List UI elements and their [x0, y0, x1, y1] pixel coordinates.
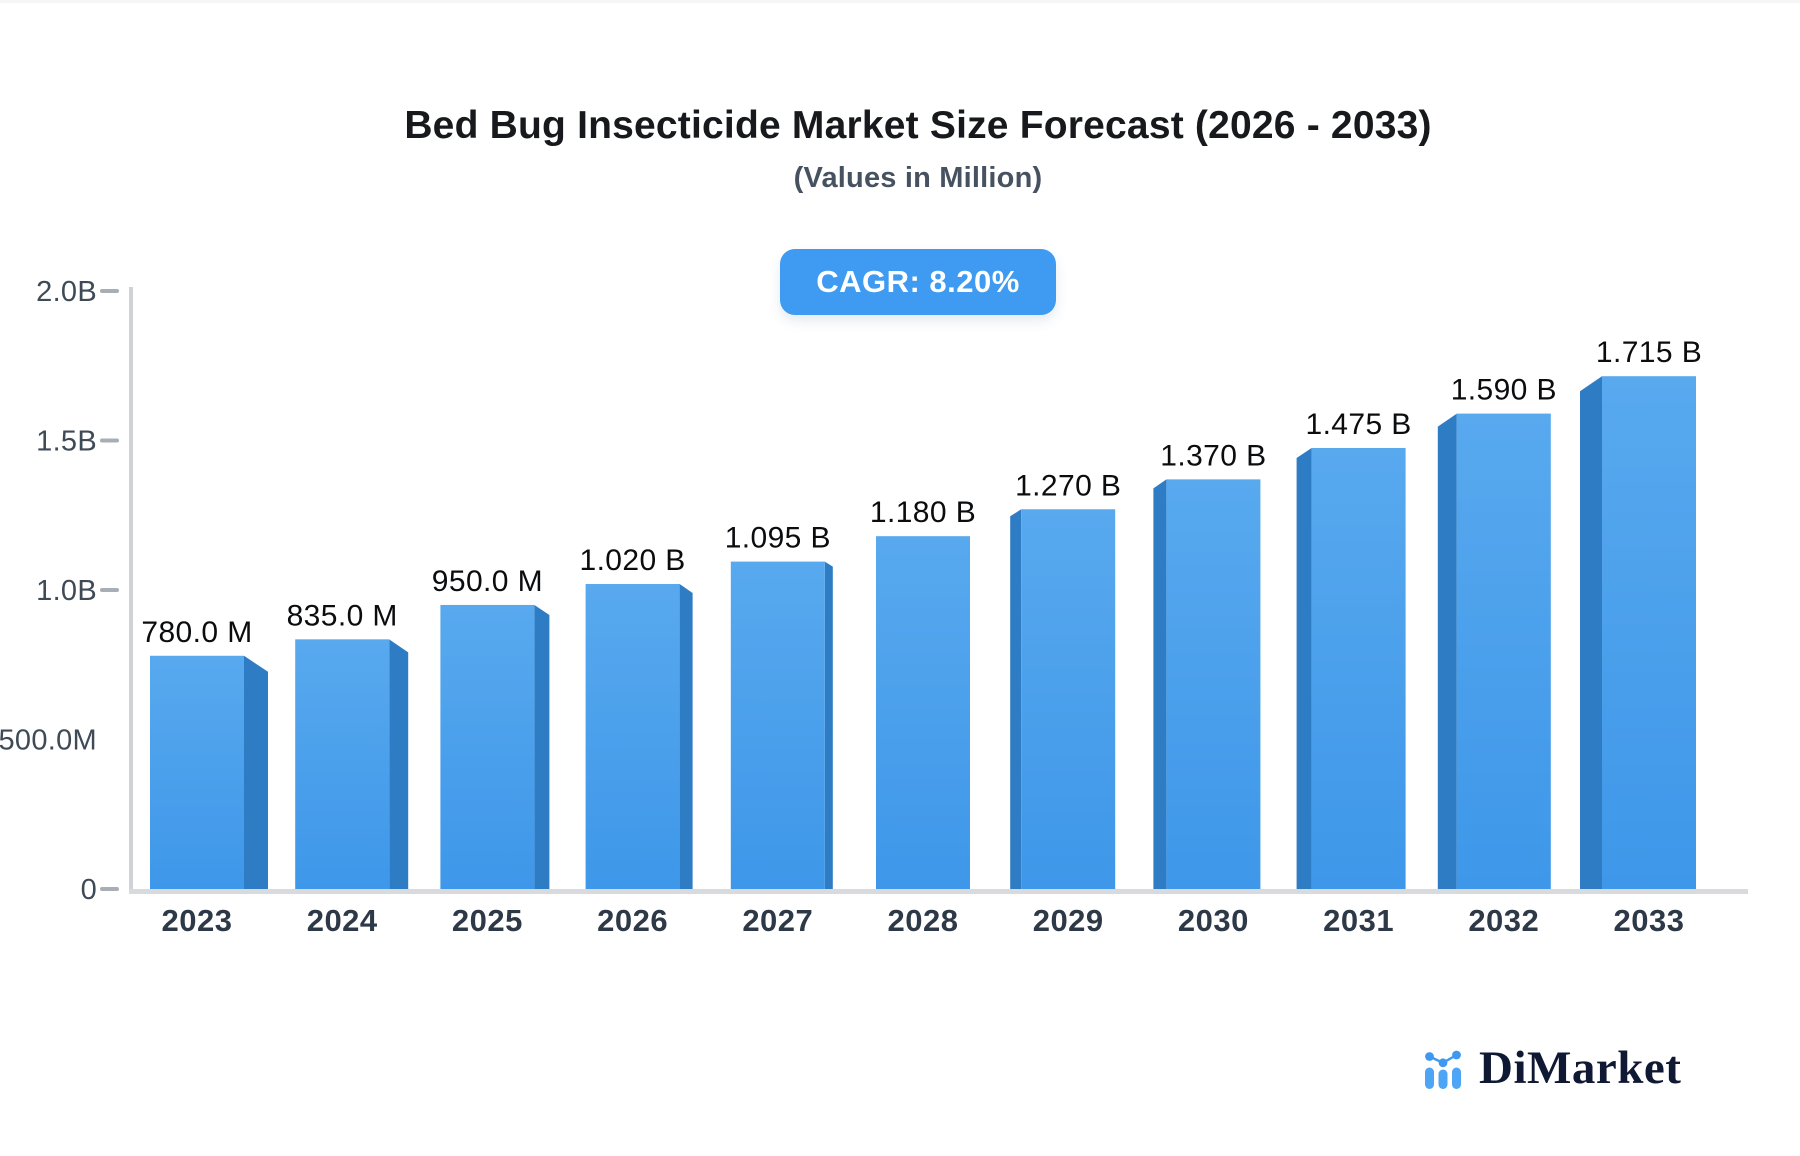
bar-side-2030 — [1153, 479, 1167, 889]
bar-value-label: 1.270 B — [1015, 469, 1121, 502]
x-tick-label: 2029 — [1033, 903, 1104, 938]
cagr-badge: CAGR: 8.20% — [780, 248, 1056, 315]
bar-side-2031 — [1296, 447, 1312, 889]
x-tick-label: 2026 — [597, 903, 668, 938]
bar-2032 — [1456, 413, 1551, 889]
bar-value-label: 835.0 M — [287, 599, 398, 632]
x-tick-label: 2023 — [162, 903, 233, 938]
x-tick-label: 2028 — [888, 903, 959, 938]
y-tick-dash — [100, 887, 119, 891]
bar-value-label: 1.590 B — [1451, 374, 1557, 407]
bar-side-2029 — [1010, 509, 1022, 889]
bar-chart: 2.0B 1.5B 1.0B 500.0M 0 780.0 M 835.0 M 950.0 M… — [0, 276, 1748, 938]
bar-2028 — [876, 536, 970, 889]
brand-logo-icon — [1425, 1050, 1461, 1089]
y-tick-label: 500.0M — [0, 725, 97, 757]
brand-logo: DiMarket — [1420, 1042, 1682, 1094]
bar-value-label: 1.370 B — [1160, 439, 1266, 472]
bar-side-2023 — [244, 655, 268, 889]
x-tick-label: 2024 — [307, 903, 378, 938]
y-tick-dash — [100, 289, 119, 293]
brand-logo-text: DiMarket — [1479, 1042, 1682, 1094]
bar-side-2027 — [824, 561, 833, 889]
bar-value-label: 780.0 M — [141, 616, 252, 649]
y-axis-line — [129, 287, 133, 894]
bar-side-2024 — [389, 639, 409, 889]
x-tick-label: 2027 — [742, 903, 813, 938]
bar-2025 — [440, 604, 535, 889]
bar-2030 — [1166, 479, 1261, 889]
bar-2027 — [730, 561, 825, 889]
bar-value-label: 1.180 B — [870, 496, 976, 529]
y-tick-label: 0 — [81, 874, 97, 906]
x-tick-label: 2033 — [1614, 903, 1685, 938]
x-tick-label: 2032 — [1468, 903, 1539, 938]
bar-value-label: 1.475 B — [1305, 408, 1411, 441]
bar-2029 — [1021, 509, 1116, 889]
bar-value-label: 950.0 M — [432, 565, 543, 598]
bar-value-label: 1.715 B — [1596, 336, 1702, 369]
bar-side-2032 — [1437, 413, 1457, 889]
bar-2031 — [1311, 447, 1406, 889]
chart-subtitle: (Values in Million) — [793, 161, 1043, 194]
bar-side-2033 — [1580, 376, 1602, 890]
x-axis-line — [129, 889, 1748, 894]
bar-side-2025 — [534, 604, 550, 889]
y-tick-label: 1.5B — [36, 426, 97, 458]
y-tick-dash — [100, 588, 119, 592]
chart-header: Bed Bug Insecticide Market Size Forecast… — [18, 3, 1800, 315]
y-tick-label: 2.0B — [36, 276, 97, 308]
bar-value-label: 1.020 B — [579, 544, 685, 577]
bar-2023 — [150, 655, 244, 889]
bar-side-2026 — [679, 584, 693, 889]
bar-2026 — [585, 584, 680, 889]
y-tick-dash — [100, 438, 119, 443]
bar-2033 — [1602, 376, 1696, 890]
bar-2024 — [295, 639, 390, 889]
bar-value-label: 1.095 B — [725, 522, 831, 555]
y-tick-label: 1.0B — [36, 575, 97, 607]
x-tick-label: 2031 — [1323, 903, 1394, 938]
chart-title: Bed Bug Insecticide Market Size Forecast… — [404, 104, 1432, 147]
x-tick-label: 2025 — [452, 903, 523, 938]
x-tick-label: 2030 — [1178, 903, 1249, 938]
